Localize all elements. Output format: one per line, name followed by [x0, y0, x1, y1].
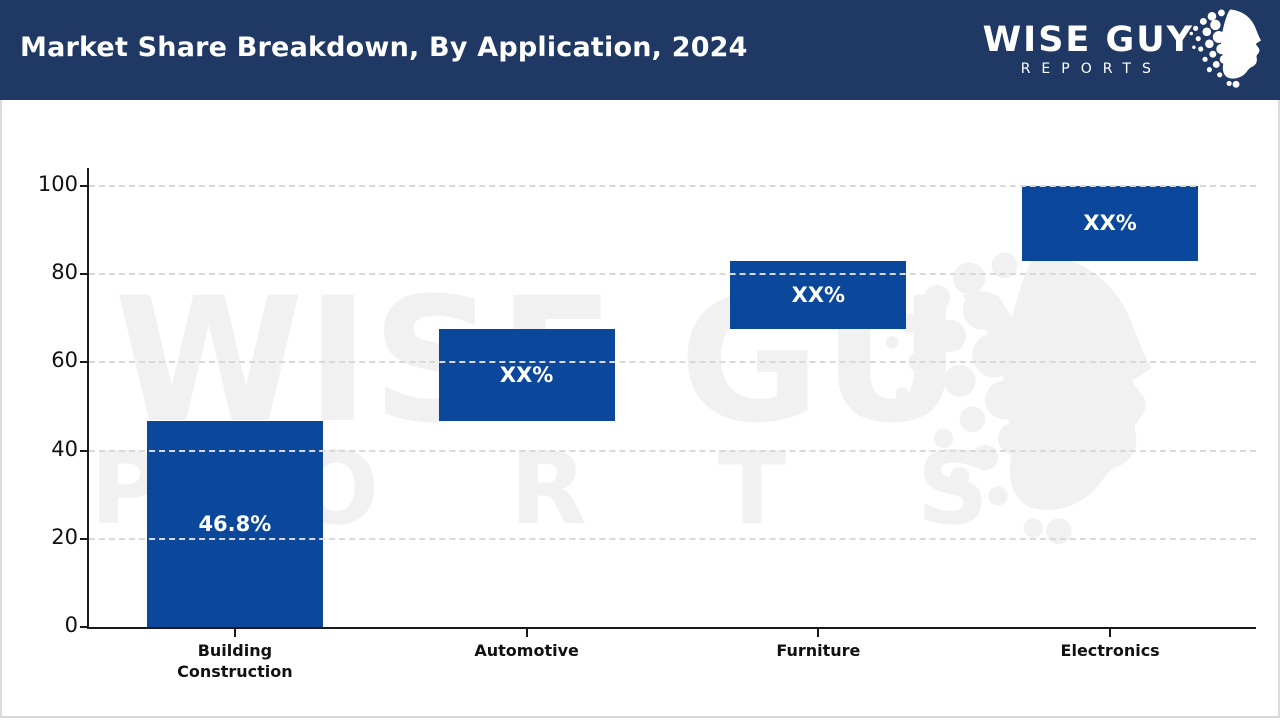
page-title: Market Share Breakdown, By Application, …: [20, 31, 748, 63]
x-tick-mark: [233, 629, 236, 637]
x-category-label: Electronics: [950, 640, 1270, 661]
bar: XX%: [730, 260, 907, 330]
header-bar: Market Share Breakdown, By Application, …: [0, 0, 1280, 100]
logo-wordmark: WISE GUY REPORTS: [983, 21, 1194, 77]
bar-value-label: 46.8%: [198, 511, 272, 536]
x-category-label-line: Construction: [177, 662, 293, 681]
y-tick-label: 40: [51, 436, 78, 461]
y-tick-label: 60: [51, 348, 78, 373]
gridline: [89, 537, 1256, 540]
logo-reports-text: REPORTS: [1020, 61, 1162, 77]
gridline: [89, 185, 1256, 187]
y-tick-label: 100: [37, 172, 78, 196]
x-tick-mark: [817, 629, 820, 637]
bar-value-label: XX%: [499, 362, 554, 387]
bar-value-label: XX%: [1083, 211, 1137, 236]
y-tick-mark: [80, 185, 87, 187]
y-tick-mark: [80, 361, 87, 364]
x-tick-mark: [1109, 629, 1112, 637]
x-category-label-line: Electronics: [1060, 641, 1160, 660]
y-tick-label: 20: [51, 524, 78, 549]
x-category-label-line: Furniture: [776, 641, 861, 660]
bar: XX%: [1022, 186, 1199, 261]
y-tick-label: 0: [64, 613, 78, 637]
bar: 46.8%: [146, 420, 323, 627]
y-tick-mark: [80, 273, 87, 276]
logo-name-text: WISE GUY: [982, 20, 1194, 60]
y-tick-mark: [80, 537, 87, 540]
y-tick-mark: [80, 449, 87, 452]
x-category-label: Automotive: [367, 640, 687, 661]
y-axis-line: [87, 168, 89, 627]
x-category-label-line: Building: [197, 641, 273, 660]
bar: XX%: [438, 329, 615, 421]
brand-logo: WISE GUY REPORTS: [983, 6, 1270, 92]
gridline: [89, 449, 1256, 452]
y-tick-label: 80: [51, 260, 78, 285]
gridline: [89, 361, 1256, 364]
x-category-label: Building Construction: [75, 640, 395, 682]
y-tick-mark: [80, 626, 87, 628]
x-tick-mark: [525, 629, 528, 637]
x-category-label: Furniture: [658, 640, 978, 661]
bar-value-label: XX%: [791, 283, 846, 308]
x-category-label-line: Automotive: [474, 641, 579, 660]
x-axis-line: [87, 627, 1256, 629]
gridline: [89, 273, 1256, 276]
